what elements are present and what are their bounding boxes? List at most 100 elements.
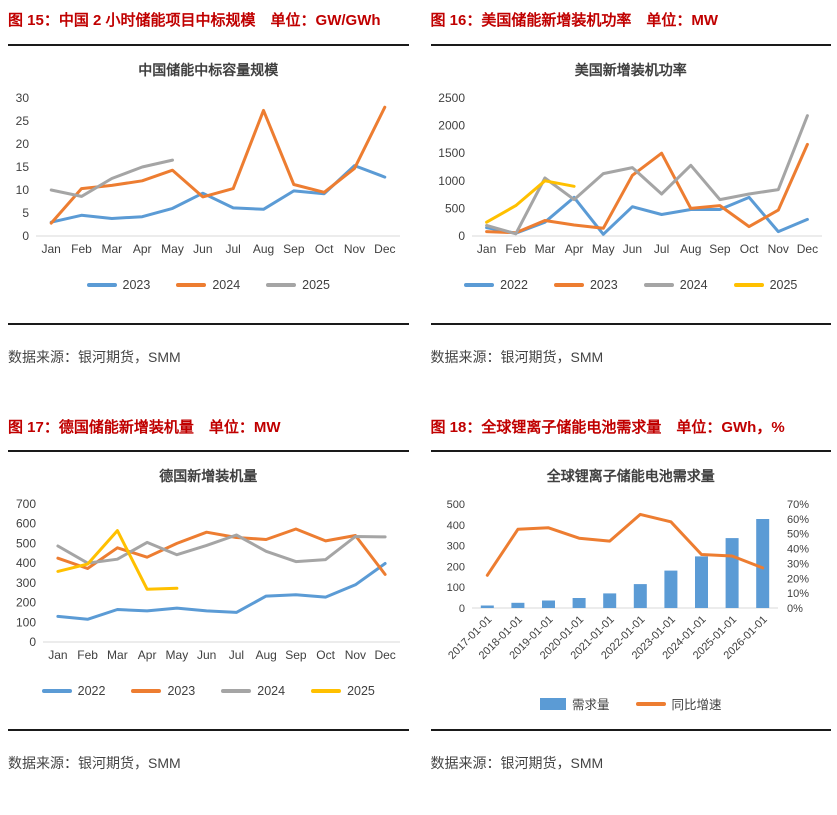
data-source-note: 数据来源：银河期货，SMM: [430, 348, 604, 365]
legend-item-同比增速: 同比增速: [635, 694, 722, 713]
bar-需求量: [572, 598, 586, 608]
report-page: 图 15：中国 2 小时储能项目中标规模 单位：GW/GWh 中国储能中标容量规…: [8, 4, 832, 792]
bar-需求量: [756, 519, 770, 608]
legend-label: 2025: [302, 277, 330, 292]
x-tick-label: Nov: [344, 648, 365, 662]
data-source-note: 数据来源：银河期货，SMM: [430, 755, 604, 771]
y-tick-label: 500: [445, 201, 465, 215]
legend-swatch: [311, 689, 342, 693]
x-tick-label: Jun: [193, 242, 212, 256]
legend-swatch: [553, 282, 584, 287]
chart-title: 全球锂离子储能电池需求量: [546, 468, 715, 484]
bar-需求量: [511, 602, 525, 608]
legend-label: 2024: [679, 277, 708, 292]
legend-label: 2023: [589, 277, 618, 292]
x-tick-label: Jul: [225, 242, 240, 256]
y-tick-label: 15: [15, 160, 29, 174]
legend-item-2024: 2024: [221, 684, 285, 698]
x-tick-label: Sep: [283, 242, 305, 256]
legend-swatch: [221, 689, 252, 693]
x-tick-label: May: [165, 648, 188, 662]
series-line-2024: [485, 113, 810, 235]
y-tick-label: 400: [16, 556, 36, 570]
legend-item-2023: 2023: [86, 277, 151, 292]
y-tick-label-right: 60%: [787, 514, 809, 526]
x-tick-label: Sep: [285, 648, 307, 662]
x-tick-label: Apr: [133, 242, 152, 256]
legend-item-2022: 2022: [41, 684, 106, 698]
x-tick-label: Apr: [565, 242, 584, 256]
legend-swatch: [86, 282, 117, 287]
germany-new-installations-chart: 0 100 200 300 400 500 600 700 Jan Feb Mar Apr May Jun…: [16, 497, 400, 662]
chart-title: 美国新增装机功率: [574, 61, 687, 78]
series-line-2025: [485, 178, 576, 224]
y-tick-label: 0: [22, 229, 29, 243]
x-tick-label: Apr: [138, 648, 157, 662]
x-tick-label: Nov: [768, 242, 789, 256]
x-tick-label: Oct: [316, 648, 335, 662]
y-tick-label: 100: [16, 615, 36, 629]
y-tick-label-left: 200: [447, 561, 465, 573]
y-tick-label-left: 100: [447, 582, 465, 594]
legend-swatch: [41, 689, 72, 693]
legend-label: 2023: [122, 277, 151, 292]
x-tick-label: Mar: [101, 242, 122, 256]
legend-label: 2023: [167, 684, 196, 698]
legend-label: 同比增速: [671, 698, 722, 712]
y-tick-label: 1500: [439, 146, 466, 160]
bar-需求量: [481, 605, 495, 608]
chart-legend: 2022 2023 2024 2025: [431, 278, 832, 292]
data-source-note: 数据来源：银河期货，SMM: [8, 348, 181, 365]
legend-item-2024: 2024: [176, 278, 240, 292]
y-tick-label: 600: [16, 517, 36, 531]
y-tick-label: 30: [15, 91, 29, 105]
y-tick-label-right: 10%: [787, 588, 809, 600]
x-tick-label: Aug: [253, 242, 274, 256]
series-line-2023: [485, 142, 810, 234]
global-li-battery-demand-chart: 01002003004005000%10%20%30%40%50%60%70%2…: [446, 499, 809, 662]
y-tick-label-right: 70%: [787, 499, 809, 511]
series-line-2023: [56, 527, 387, 576]
y-tick-label-left: 500: [447, 499, 465, 511]
legend-item-2025: 2025: [266, 278, 330, 292]
legend-swatch: [131, 689, 162, 693]
x-tick-label: May: [592, 242, 615, 256]
figure-18-heading: 图 18：全球锂离子储能电池需求量 单位：GWh，%: [430, 418, 785, 436]
legend-swatch: [643, 282, 674, 287]
figure-15-chart-area: 中国储能中标容量规模 0 5 10 15 20 25 30 Jan Feb Mar Apr May Ju…: [8, 43, 409, 325]
y-tick-label-right: 20%: [787, 573, 809, 585]
legend-swatch: [266, 282, 297, 287]
figure-16-panel: 图 16：美国储能新增装机功率 单位：MW 美国新增装机功率 0 500 1000 1…: [430, 4, 832, 385]
series-line-2024: [56, 533, 387, 565]
x-tick-label: Nov: [344, 242, 365, 256]
chart-legend: 需求量 同比增速: [431, 694, 832, 713]
x-tick-label: Jun: [623, 242, 642, 256]
y-tick-label-left: 300: [447, 541, 465, 553]
legend-swatch: [635, 701, 666, 706]
bar-需求量: [634, 584, 648, 608]
legend-swatch: [464, 282, 495, 287]
x-tick-label: Jan: [41, 242, 60, 256]
y-tick-label-right: 40%: [787, 544, 809, 556]
legend-swatch: [176, 282, 207, 287]
y-tick-label: 0: [29, 635, 36, 649]
legend-item-需求量: 需求量: [539, 694, 610, 713]
x-tick-label: Feb: [506, 242, 527, 256]
y-tick-label: 300: [16, 576, 36, 590]
x-tick-label: Jul: [228, 648, 243, 662]
legend-label: 2022: [77, 684, 106, 698]
legend-swatch: [539, 697, 566, 710]
legend-item-2023: 2023: [553, 277, 618, 292]
legend-item-2022: 2022: [464, 278, 528, 292]
figure-16-chart-area: 美国新增装机功率 0 500 1000 1500 2000 2500 Jan Feb Mar Ap…: [430, 43, 832, 325]
x-tick-label: Oct: [740, 242, 759, 256]
series-line-同比增速: [486, 512, 765, 577]
chart-title: 中国储能中标容量规模: [138, 61, 279, 78]
y-tick-label: 0: [459, 229, 466, 243]
data-source-note: 数据来源：银河期货，SMM: [8, 755, 181, 771]
y-tick-label-right: 50%: [787, 529, 809, 541]
series-line-2022: [485, 195, 810, 236]
figure-18-panel: 图 18：全球锂离子储能电池需求量 单位：GWh，% 全球锂离子储能电池需求量 …: [430, 411, 832, 792]
figure-17-heading: 图 17：德国储能新增装机量 单位：MW: [8, 418, 281, 436]
x-tick-label: Mar: [535, 242, 556, 256]
